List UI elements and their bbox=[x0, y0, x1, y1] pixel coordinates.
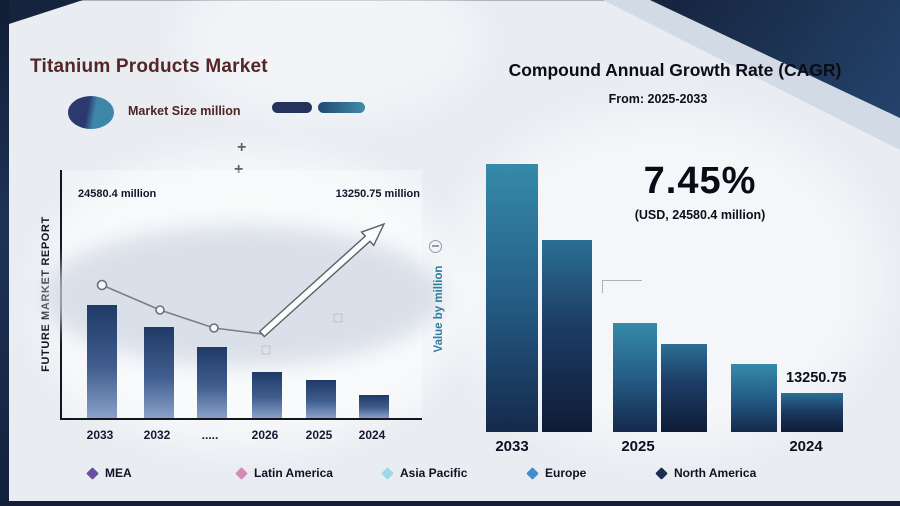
left-bars-group bbox=[62, 170, 422, 418]
annotation-2033-value: 24580.4 million bbox=[78, 188, 157, 200]
cagr-value: 7.45% bbox=[643, 160, 757, 202]
plus-decoration-icon: + bbox=[237, 139, 247, 156]
north-america-marker-icon bbox=[655, 466, 668, 480]
decorative-pill-navy bbox=[272, 102, 312, 113]
decorative-pill-teal bbox=[318, 102, 365, 113]
legend-label: Europe bbox=[545, 466, 587, 480]
market-size-bar-2033 bbox=[87, 305, 117, 418]
right-chart-value-axis-label: Value by million bbox=[433, 265, 445, 353]
legend-label: North America bbox=[674, 466, 757, 480]
market-size-bar-2032 bbox=[144, 327, 174, 418]
right-x-label-2033: 2033 bbox=[495, 438, 529, 455]
page-title: Titanium Products Market bbox=[30, 56, 268, 77]
right-x-label-2024: 2024 bbox=[789, 438, 823, 455]
top-left-wedge bbox=[9, 0, 83, 24]
annotation-2024-value: 13250.75 million bbox=[335, 188, 420, 200]
market-size-bar-2025 bbox=[306, 380, 336, 418]
market-size-legend-label: Market Size million bbox=[128, 104, 241, 118]
market-size-bar-2026 bbox=[252, 372, 282, 418]
latin-america-marker-icon bbox=[235, 466, 248, 480]
cagr-title: Compound Annual Growth Rate (CAGR) bbox=[508, 60, 842, 80]
bottom-edge-strip bbox=[0, 501, 900, 506]
legend-item-north-america: North America bbox=[655, 466, 757, 480]
legend-label: Latin America bbox=[254, 466, 333, 480]
market-size-chart: 24580.4 million 13250.75 million bbox=[42, 170, 442, 420]
legend-item-europe: Europe bbox=[526, 466, 587, 480]
market-size-bar-2024 bbox=[359, 395, 389, 418]
circle-minus-decoration-icon bbox=[429, 240, 442, 253]
asia-pacific-marker-icon bbox=[381, 466, 394, 480]
trend-arrow-overlay bbox=[96, 222, 386, 355]
left-x-label-2033: 2033 bbox=[86, 428, 114, 442]
legend-item-asia-pacific: Asia Pacific bbox=[381, 466, 468, 480]
step-decoration bbox=[602, 280, 642, 293]
plus-decoration-icon: + bbox=[234, 161, 244, 178]
legend-label: Asia Pacific bbox=[400, 466, 468, 480]
legend-label: MEA bbox=[105, 466, 132, 480]
cagr-note: (USD, 24580.4 million) bbox=[634, 208, 766, 222]
cagr-subtitle: From: 2025-2033 bbox=[608, 92, 708, 106]
market-size-legend-icon bbox=[68, 96, 114, 129]
bar-value-callout: 13250.75 bbox=[786, 370, 847, 386]
left-edge-strip bbox=[0, 0, 9, 506]
mea-marker-icon bbox=[86, 466, 99, 480]
europe-marker-icon bbox=[526, 466, 539, 480]
market-size-bar-..... bbox=[197, 347, 227, 418]
legend-item-latin-america: Latin America bbox=[235, 466, 333, 480]
legend-item-mea: MEA bbox=[86, 466, 132, 480]
